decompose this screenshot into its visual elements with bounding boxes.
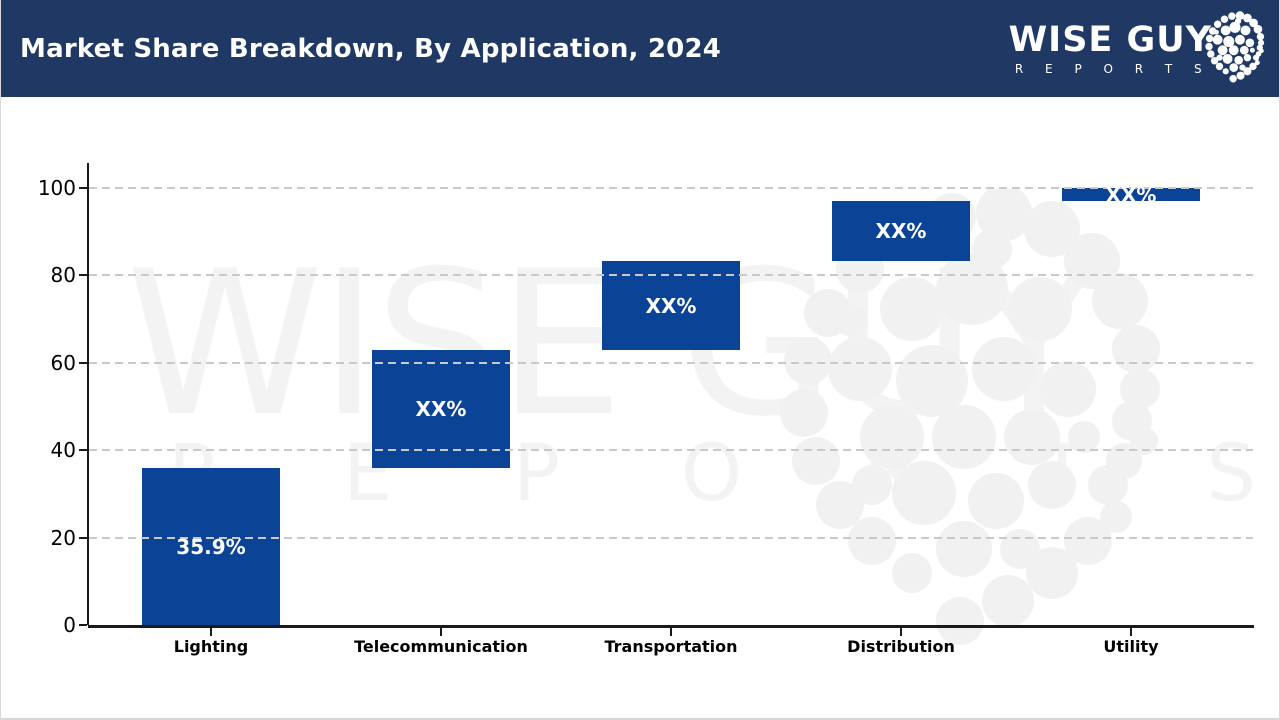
bar-telecommunication [372,350,510,469]
bar-distribution [832,201,970,261]
brand-logo: WISE GUY R E P O R T S [1009,10,1266,88]
bars-layer [0,97,1280,720]
y-tick-label: 60 [50,350,76,375]
bar-value-label: XX% [415,397,467,422]
y-tick-mark [79,536,87,539]
y-axis-line [87,163,89,625]
category-label-distribution: Distribution [847,637,955,656]
x-tick-mark [210,628,212,636]
category-label-utility: Utility [1103,637,1159,656]
gridline-40 [89,449,1253,452]
bar-utility [1062,188,1200,202]
watermark: WISE GUY R E P O R T S [0,97,1280,720]
x-tick-mark [900,628,902,636]
y-tick-mark [79,274,87,277]
dotted-head-logo-icon [1205,10,1265,82]
grid-layer [0,97,1280,720]
gridline-100 [89,187,1253,189]
y-tick-label: 100 [37,176,76,200]
bar-transportation [602,260,740,351]
y-tick-mark [79,187,87,189]
y-tick-mark [79,624,87,626]
y-tick-label: 20 [50,525,76,550]
category-label-telecommunication: Telecommunication [354,637,528,656]
category-label-transportation: Transportation [604,637,738,656]
x-axis-line [88,625,1254,628]
gridline-20 [89,536,1253,539]
watermark-head-icon [780,189,1160,645]
watermark-text-main: WISE GUY [126,228,1095,461]
y-tick-label: 80 [50,263,76,288]
x-tick-mark [440,628,442,636]
x-tick-mark [1130,628,1132,636]
brand-name: WISE GUY [1008,19,1212,60]
bar-value-label: 35.9% [176,534,246,559]
x-tick-mark [670,628,672,636]
bar-value-label: XX% [645,293,697,318]
y-tick-label: 0 [63,613,76,637]
category-label-lighting: Lighting [173,637,249,656]
y-tick-label: 40 [50,438,76,463]
bar-lighting [142,468,280,625]
page-title: Market Share Breakdown, By Application, … [20,33,722,64]
axis-layer [0,97,1280,720]
header-bar: Market Share Breakdown, By Application, … [0,0,1280,97]
tick-labels-layer: 0 20 40 60 80 100 Lighting Telecommunication Tra… [0,97,1280,720]
y-tick-mark [79,361,87,364]
bar-labels-layer: 35.9% XX% XX% XX% XX% [0,97,1280,720]
gridline-80 [89,274,1253,277]
bar-value-label: XX% [1105,182,1157,207]
chart-area: WISE GUY R E P O R T S 35.9% XX% XX% XX% XX%… [0,97,1280,720]
brand-subtitle: R E P O R T S [1014,61,1211,76]
bar-value-label: XX% [875,219,927,244]
gridline-60 [89,361,1253,364]
watermark-text-sub: R E P O R T S [168,429,1280,519]
y-tick-mark [79,449,87,452]
